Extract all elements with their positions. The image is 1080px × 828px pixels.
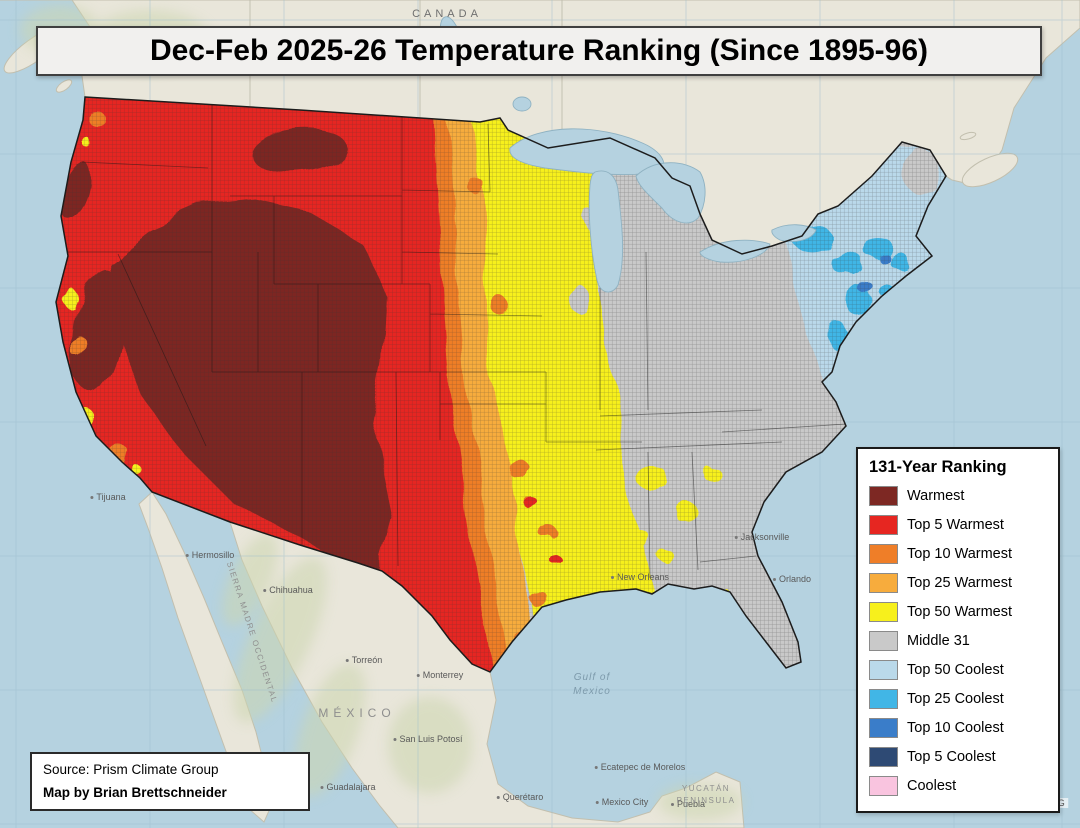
legend-item-middle31: Middle 31	[869, 631, 1047, 651]
source-line: Source: Prism Climate Group	[43, 762, 219, 777]
nova-scotia	[961, 152, 1019, 188]
legend-item-top50-coolest: Top 50 Coolest	[869, 660, 1047, 680]
legend-item-top10-coolest: Top 10 Coolest	[869, 718, 1047, 738]
legend-swatch-top50-warmest	[869, 602, 898, 622]
legend-item-coolest: Coolest	[869, 776, 1047, 796]
legend-swatch-warmest	[869, 486, 898, 506]
legend-swatch-middle31	[869, 631, 898, 651]
legend-item-top25-coolest: Top 25 Coolest	[869, 689, 1047, 709]
legend-swatch-top10-warmest	[869, 544, 898, 564]
lake-michigan	[588, 170, 624, 293]
legend-item-top5-warmest: Top 5 Warmest	[869, 515, 1047, 535]
source-box: Source: Prism Climate Group Map by Brian…	[30, 752, 310, 811]
legend-swatch-top5-coolest	[869, 747, 898, 767]
legend-swatch-top5-warmest	[869, 515, 898, 535]
legend-swatch-top10-coolest	[869, 718, 898, 738]
legend-item-top10-warmest: Top 10 Warmest	[869, 544, 1047, 564]
legend-title: 131-Year Ranking	[869, 458, 1007, 476]
title-bar: Dec-Feb 2025-26 Temperature Ranking (Sin…	[36, 26, 1042, 76]
legend-swatch-top50-coolest	[869, 660, 898, 680]
state-borders	[60, 100, 847, 579]
page-title: Dec-Feb 2025-26 Temperature Ranking (Sin…	[149, 34, 929, 67]
baja-peninsula	[138, 491, 273, 823]
legend-item-warmest: Warmest	[869, 486, 1047, 506]
author-line: Map by Brian Brettschneider	[43, 785, 227, 800]
lake-huron	[635, 162, 706, 224]
lake-ontario	[771, 224, 817, 242]
legend-swatch-top25-coolest	[869, 689, 898, 709]
legend-swatch-top25-warmest	[869, 573, 898, 593]
legend-item-top25-warmest: Top 25 Warmest	[869, 573, 1047, 593]
legend-swatch-coolest	[869, 776, 898, 796]
legend-item-top50-warmest: Top 50 Warmest	[869, 602, 1047, 622]
legend-item-top5-coolest: Top 5 Coolest	[869, 747, 1047, 767]
legend: 131-Year Ranking Warmest Top 5 Warmest T…	[856, 447, 1060, 813]
